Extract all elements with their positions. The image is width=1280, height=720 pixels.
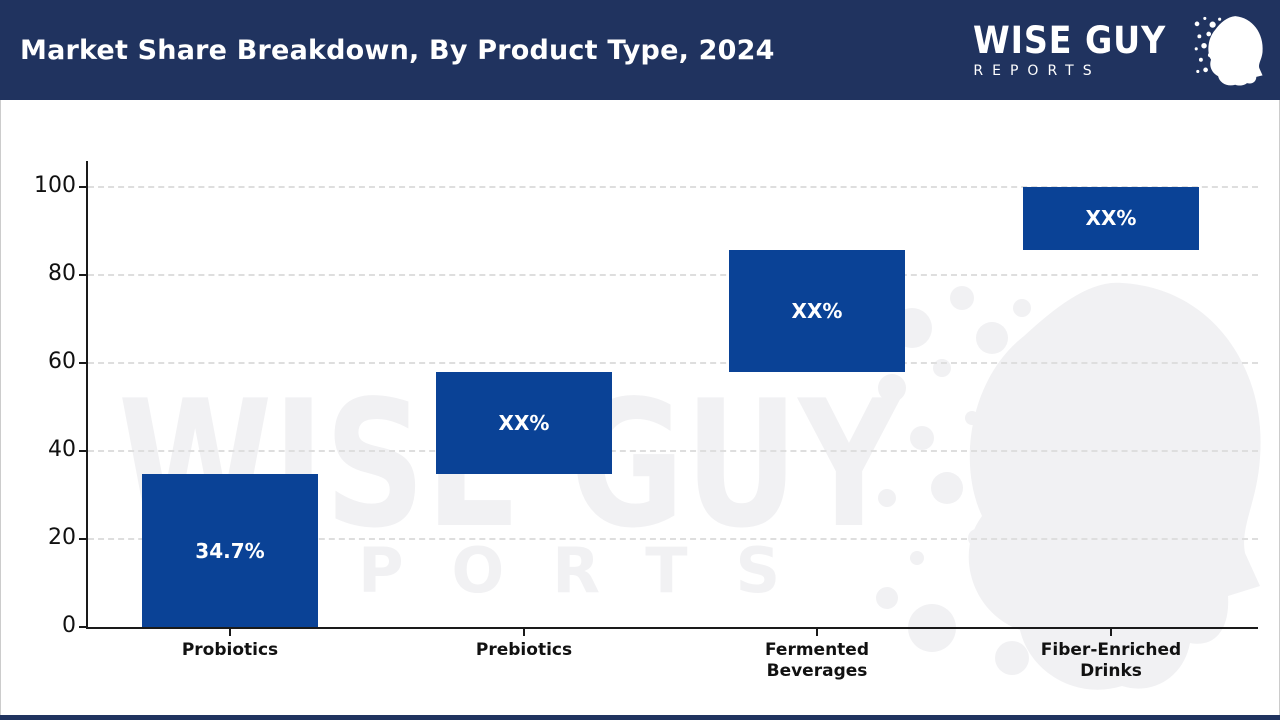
category-label-1: Prebiotics — [475, 640, 573, 660]
y-tick-60 — [79, 362, 86, 364]
x-tick-1 — [523, 629, 525, 636]
y-tick-100 — [79, 186, 86, 188]
y-tick-label-0: 0 — [62, 613, 76, 638]
y-tick-label-80: 80 — [48, 261, 76, 286]
gridline-80 — [88, 274, 1258, 276]
watermark-head-icon — [876, 282, 1261, 690]
y-axis-line — [86, 160, 88, 629]
footer-accent-bar — [0, 715, 1280, 720]
category-label-0: Probiotics — [181, 640, 279, 660]
gridline-100 — [88, 186, 1258, 188]
bar-prebiotics: XX% — [436, 371, 612, 475]
category-label-2: Fermented Beverages — [764, 640, 869, 681]
logo-subtext: REPORTS — [973, 62, 1101, 79]
logo-text: WISE GUY REPORTS — [973, 22, 1188, 79]
bar-fiber-enriched-drinks: XX% — [1023, 187, 1199, 250]
bar-fermented-beverages: XX% — [729, 249, 905, 372]
bar-value-label: XX% — [1085, 206, 1137, 231]
logo-wordmark: WISE GUY — [973, 18, 1167, 62]
x-axis-line — [86, 627, 1258, 629]
gridline-40 — [88, 450, 1258, 452]
y-tick-label-60: 60 — [48, 349, 76, 374]
bar-value-label: XX% — [498, 411, 550, 436]
x-tick-2 — [816, 629, 818, 636]
wiseguy-head-icon — [1194, 16, 1263, 86]
x-tick-3 — [1110, 629, 1112, 636]
y-tick-label-20: 20 — [48, 525, 76, 550]
gridline-20 — [88, 538, 1258, 540]
bar-value-label: 34.7% — [195, 538, 265, 563]
chart-plot-area: WISE GUY REPORTS 0 20 40 60 80 100 34.7% Probio… — [0, 100, 1280, 715]
y-tick-80 — [79, 274, 86, 276]
y-tick-20 — [79, 538, 86, 540]
wiseguy-logo: WISE GUY REPORTS — [973, 6, 1268, 94]
bar-probiotics: 34.7% — [142, 474, 318, 627]
page-title: Market Share Breakdown, By Product Type,… — [20, 34, 775, 66]
gridline-60 — [88, 362, 1258, 364]
y-tick-label-40: 40 — [48, 437, 76, 462]
x-tick-0 — [229, 629, 231, 636]
y-tick-40 — [79, 450, 86, 452]
header-bar: Market Share Breakdown, By Product Type,… — [0, 0, 1280, 100]
category-label-3: Fiber-Enriched Drinks — [1040, 640, 1182, 681]
y-tick-label-100: 100 — [34, 173, 76, 198]
bar-value-label: XX% — [791, 298, 843, 323]
y-tick-0 — [79, 626, 86, 628]
